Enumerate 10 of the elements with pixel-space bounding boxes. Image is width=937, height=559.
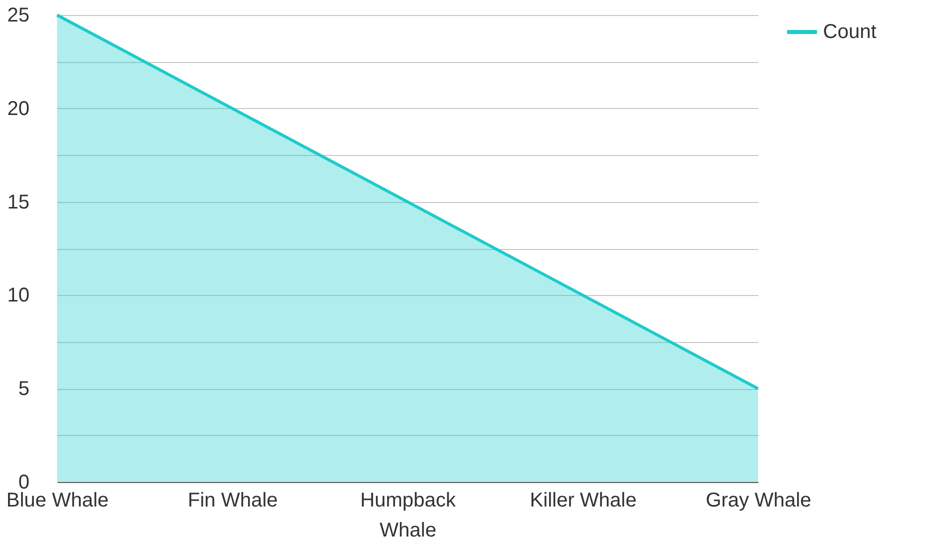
x-tick-label: Gray Whale [706,490,812,512]
y-tick-label: 15 [7,191,30,214]
x-tick-label: Humpback Whale [360,490,457,542]
x-tick-label: Killer Whale [530,490,637,512]
x-tick-label: Fin Whale [188,490,278,512]
y-tick-label: 20 [7,98,30,120]
y-tick-label: 10 [7,284,30,307]
legend-label: Count [823,21,877,43]
y-tick-label: 5 [18,378,30,400]
y-tick-label: 25 [7,4,30,26]
